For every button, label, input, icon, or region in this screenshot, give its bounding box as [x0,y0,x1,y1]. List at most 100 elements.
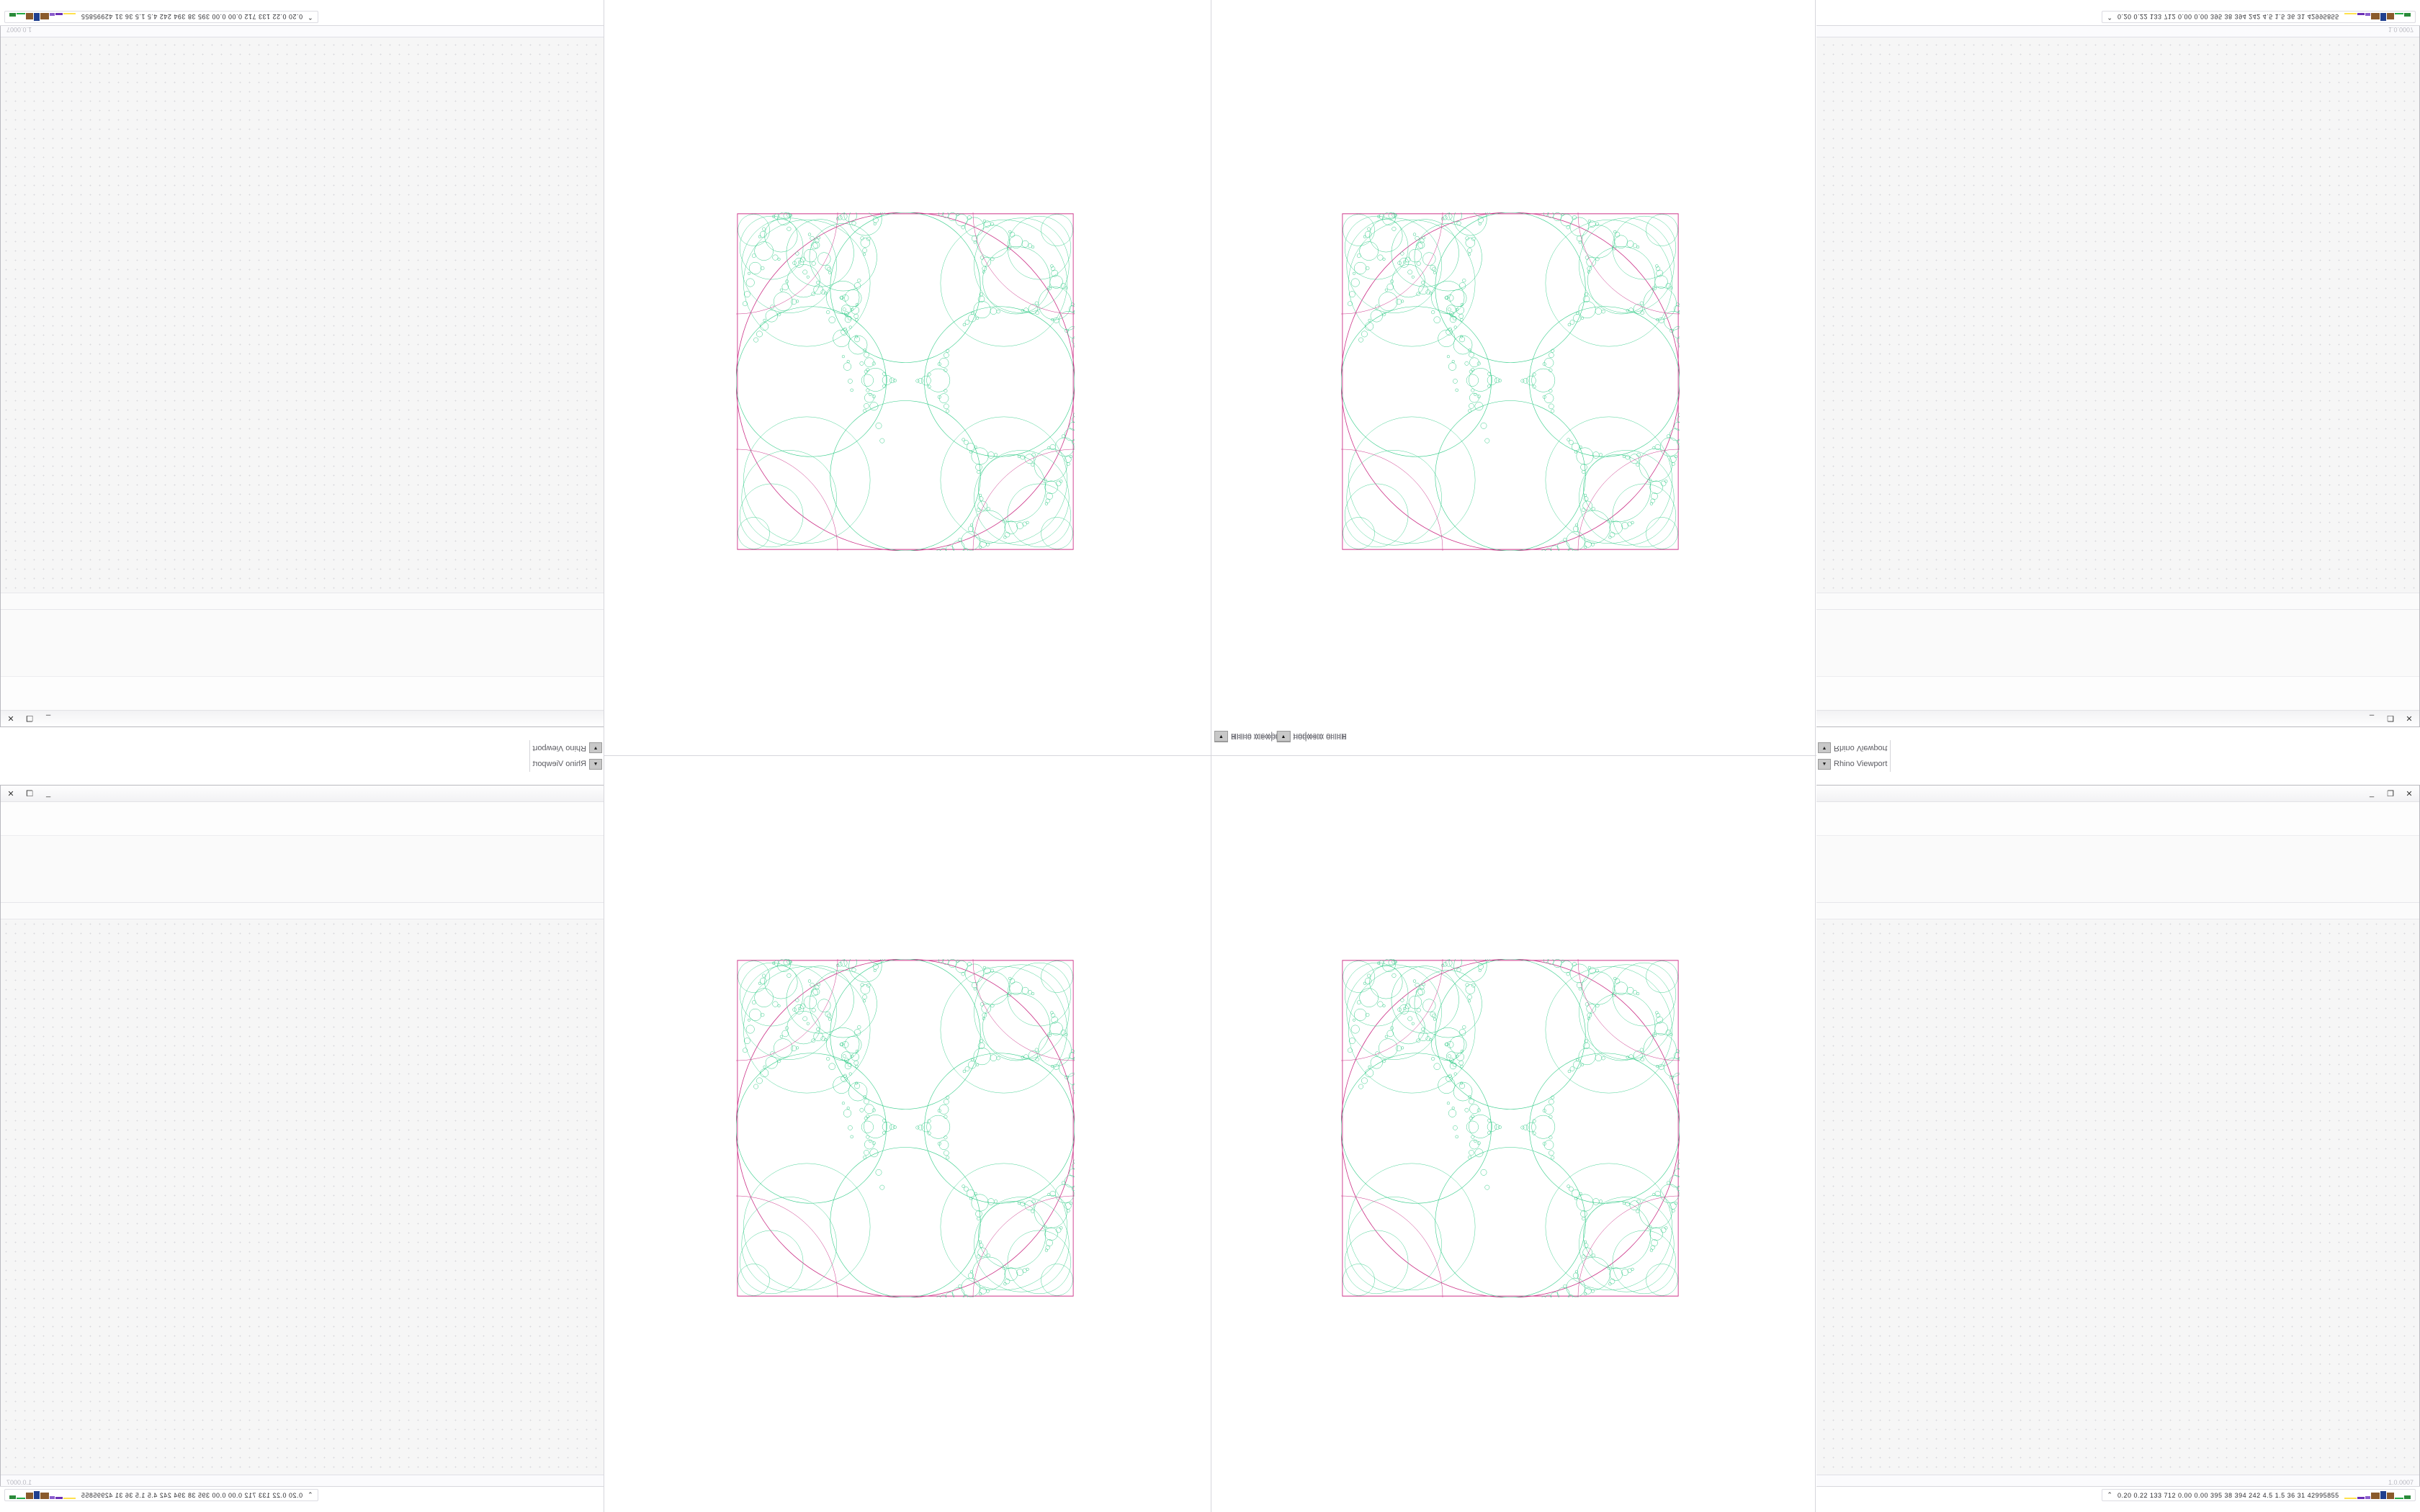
orange-mesh-icon[interactable] [1414,852,1425,863]
wye-icon[interactable]: Ψ [1251,680,1260,693]
eye-icon[interactable]: 👁 [1380,680,1394,693]
menu-item-display[interactable]: Display [1310,698,1337,707]
notepad2-icon[interactable]: 📋 [1166,4,1179,22]
tri-red2-icon[interactable] [1057,638,1068,649]
grasshopper-icon[interactable]: ▼ [1280,4,1291,22]
input-port[interactable] [1080,408,1085,416]
rhino-red-icon[interactable]: ◉ [1268,1490,1278,1508]
file-explorer-icon[interactable]: 🗎 [1195,1490,1206,1508]
vee-red-icon[interactable] [1372,852,1383,863]
ring-icon[interactable] [1260,875,1270,886]
sketch-icon[interactable] [1410,906,1422,917]
eye-preview-icon[interactable] [1045,906,1058,917]
angle-icon[interactable] [1217,626,1228,637]
plane-icon[interactable] [1057,840,1068,851]
polyline-icon[interactable] [1078,863,1089,874]
tee-icon[interactable] [1150,852,1160,863]
orange-fold2-icon[interactable] [995,638,1006,649]
square-tube-icon[interactable] [1192,638,1203,649]
flower-icon[interactable] [1310,840,1321,851]
input-port[interactable] [1319,1046,1324,1054]
file-explorer-icon[interactable]: 🗎 [1195,4,1206,22]
input-port[interactable] [1319,1063,1324,1071]
display-icon[interactable]: ◑ [779,820,786,832]
transform-B-icon[interactable]: B [1617,680,1625,692]
menu-item-display[interactable]: Display [1083,805,1110,814]
sigma-icon[interactable]: Σ [1178,819,1186,832]
calculator-icon[interactable]: 🖩 [1255,1490,1266,1508]
system-tray[interactable]: ⌃ 0.20 0.22 133 712 0.00 0.00 395 38 394… [2102,11,2416,23]
collapse-icon[interactable]: ▼ [1818,758,1831,770]
palette-profiles[interactable]: Profiles [1215,611,1283,674]
minimize-button[interactable]: _ [2369,789,2375,798]
shade-icon[interactable] [1289,661,1300,672]
mesh-white-icon[interactable]: ✿ [1546,819,1556,832]
point-icon[interactable]: ⬢ [1215,680,1225,693]
params-A-icon[interactable]: A [1512,820,1520,832]
channel-icon[interactable] [1239,840,1250,851]
maximize-button[interactable]: ❐ [2387,714,2394,723]
file-explorer-icon[interactable]: 🗎 [1214,4,1225,22]
menu-item-view[interactable]: View [1278,698,1296,707]
sets-C-icon[interactable]: C [1700,680,1708,692]
menu-item-view[interactable]: View [1124,698,1142,707]
ring2-icon[interactable] [1120,852,1131,863]
tray-caret-icon[interactable]: ⌃ [308,1491,313,1498]
at-icon[interactable] [979,595,993,608]
lock-icon[interactable] [1393,852,1404,863]
ball-icon[interactable] [1120,626,1131,637]
shade-icon[interactable] [1120,661,1131,672]
orange-mesh-icon[interactable] [995,852,1006,863]
vee-red-icon[interactable] [1037,852,1048,863]
ibeam3-icon[interactable] [1239,626,1250,637]
wye-icon[interactable]: Ψ [1160,819,1169,832]
lock3-icon[interactable] [1016,626,1027,637]
cube-icon[interactable] [1099,863,1110,874]
matrix-icon[interactable]: ▤ [1799,680,1809,693]
lock2-icon[interactable] [1016,638,1027,649]
ball-icon[interactable] [1289,875,1300,886]
tee2-icon[interactable] [1239,863,1250,874]
tri-red2-icon[interactable] [1352,863,1363,874]
scissors-icon[interactable]: ✂ [1343,819,1353,832]
square-tube2-icon[interactable] [1260,863,1270,874]
vector-black-icon[interactable]: ♆ [1717,820,1725,832]
ring3-icon[interactable] [1289,638,1300,649]
spiral-icon[interactable]: ℘ [1049,819,1057,832]
input-port[interactable] [1080,1104,1085,1112]
save-disk-icon[interactable] [1174,906,1186,917]
frame-red-icon[interactable] [1372,626,1383,637]
mountain-icon[interactable]: ▲ [812,680,823,692]
minimize-button[interactable]: _ [45,714,51,723]
spiral-icon[interactable]: ℘ [1049,680,1057,693]
calculator-icon[interactable]: 🖩 [1154,4,1165,22]
terminal-green-icon[interactable]: ▣ [1090,4,1101,22]
scatter-icon[interactable] [1078,875,1089,886]
intersect-B-icon[interactable]: B [831,820,839,832]
scissors-icon[interactable]: ✂ [1343,680,1353,693]
channel-icon[interactable] [1239,661,1250,672]
orange-grid-icon[interactable] [1414,840,1425,851]
plane-icon[interactable] [1352,840,1363,851]
viewport-top-right[interactable] [1341,212,1680,551]
orange-dot-icon[interactable]: ● [1685,680,1691,692]
frame-red-icon[interactable] [1037,875,1048,886]
scissors-icon[interactable]: ✂ [1067,819,1077,832]
terminal-green-icon[interactable]: ▣ [1090,1490,1101,1508]
circle-tube-icon[interactable] [1239,649,1250,660]
paintbrush-icon[interactable] [1021,906,1034,917]
channel-icon[interactable] [1170,661,1181,672]
firefox-icon[interactable]: ◕ [1292,4,1303,22]
zoom-extents-icon[interactable] [1070,906,1083,917]
zoom-extents-caret-icon[interactable]: ▾ [1355,909,1358,914]
input-port[interactable] [1335,400,1340,408]
cube2-icon[interactable] [1414,626,1425,637]
menu-item-solution[interactable]: Solution [1040,698,1070,707]
wye-pts-icon[interactable] [1078,661,1089,672]
ibeam-icon[interactable] [1192,840,1203,851]
wye-pts-icon[interactable] [1331,661,1342,672]
orange-fold2-icon[interactable] [1414,638,1425,649]
grid-C-icon[interactable]: ▦ [1649,680,1659,693]
input-port[interactable] [1319,458,1324,466]
system-tray[interactable]: ⌃ 0.20 0.22 133 712 0.00 0.00 395 38 394… [2102,1489,2416,1501]
